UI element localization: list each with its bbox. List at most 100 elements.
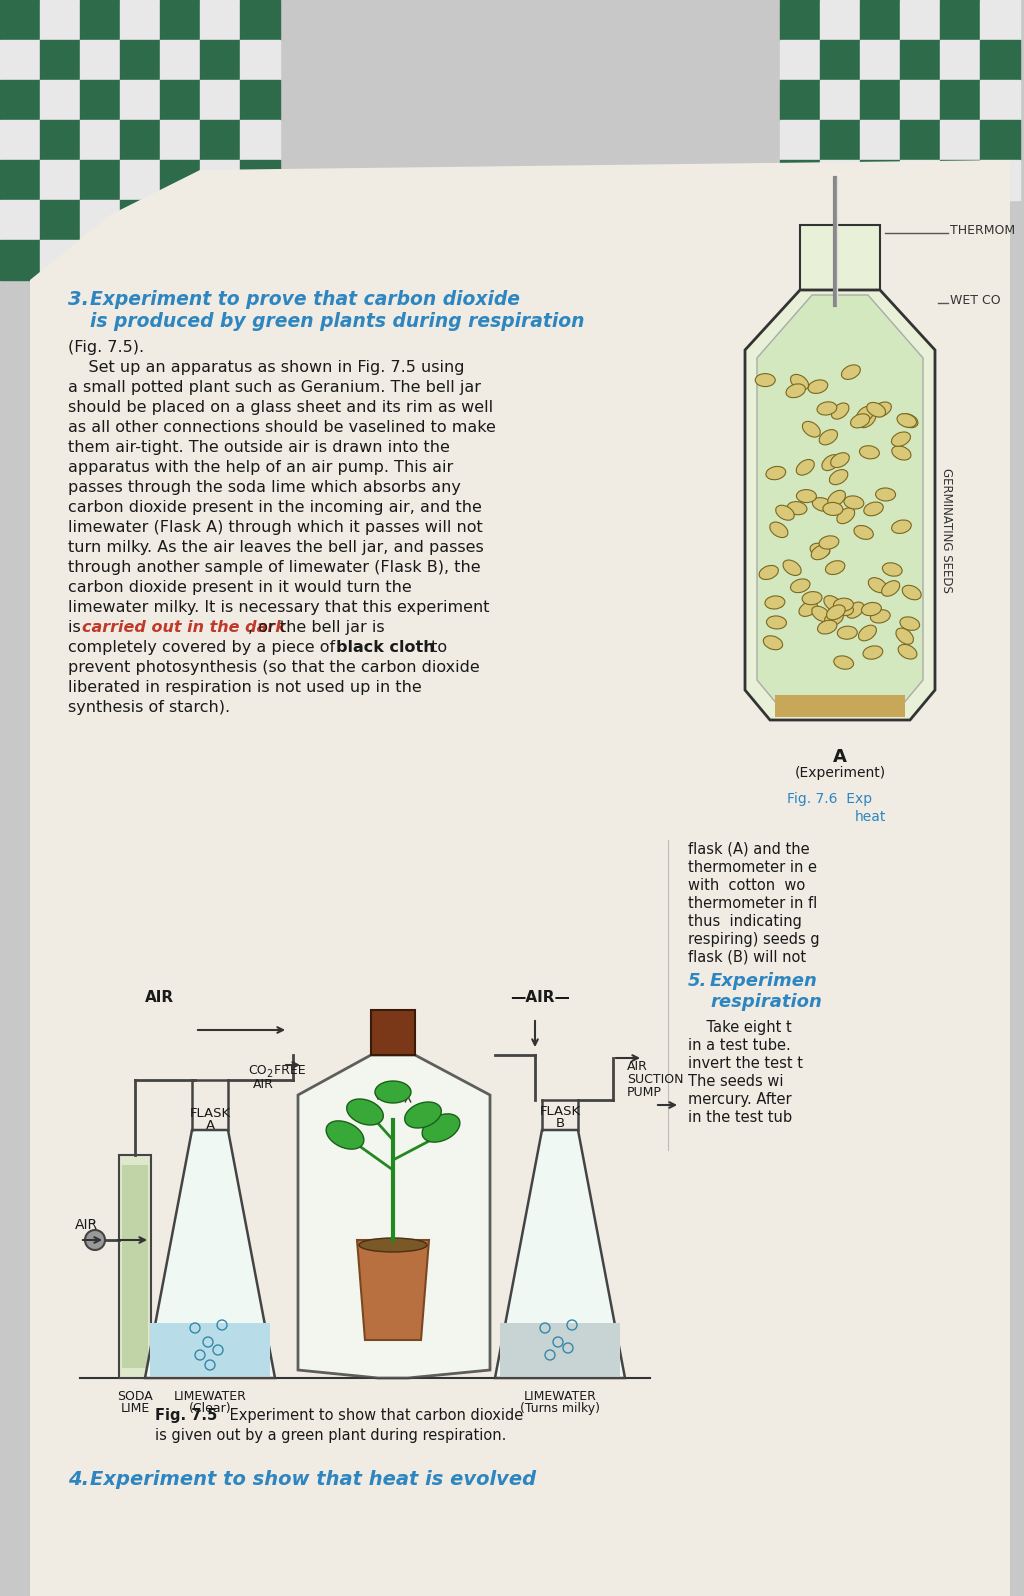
Ellipse shape: [817, 621, 837, 634]
Bar: [0, 239, 40, 279]
Ellipse shape: [834, 598, 853, 611]
Text: A: A: [834, 749, 847, 766]
Polygon shape: [495, 1130, 625, 1377]
Bar: [900, 120, 940, 160]
Polygon shape: [298, 1055, 490, 1377]
Ellipse shape: [786, 385, 806, 397]
Ellipse shape: [783, 560, 801, 576]
Text: as all other connections should be vaselined to make: as all other connections should be vasel…: [68, 420, 496, 436]
Bar: [160, 200, 200, 239]
Text: black cloth: black cloth: [336, 640, 435, 654]
Bar: [120, 40, 160, 80]
Bar: [40, 80, 80, 120]
Ellipse shape: [824, 595, 842, 611]
Text: PUMP: PUMP: [627, 1085, 662, 1100]
Ellipse shape: [326, 1120, 364, 1149]
Bar: [200, 0, 240, 40]
Text: FLASK: FLASK: [540, 1104, 581, 1119]
Text: (Clear): (Clear): [188, 1401, 231, 1416]
Ellipse shape: [802, 592, 822, 605]
Bar: [980, 160, 1020, 200]
Bar: [80, 239, 120, 279]
Ellipse shape: [892, 433, 910, 447]
Bar: [120, 120, 160, 160]
Ellipse shape: [858, 412, 876, 428]
Text: CO: CO: [248, 1063, 266, 1076]
Ellipse shape: [776, 506, 795, 520]
Text: LIME: LIME: [121, 1401, 150, 1416]
Ellipse shape: [842, 365, 860, 380]
Text: respiration: respiration: [710, 993, 822, 1010]
Bar: [160, 80, 200, 120]
Ellipse shape: [859, 445, 880, 460]
Text: through another sample of limewater (Flask B), the: through another sample of limewater (Fla…: [68, 560, 480, 575]
Ellipse shape: [856, 405, 874, 423]
Ellipse shape: [822, 455, 840, 471]
Text: AIR: AIR: [627, 1060, 648, 1073]
Ellipse shape: [375, 1080, 411, 1103]
Text: FLASK: FLASK: [189, 1108, 230, 1120]
Text: flask (B) will not: flask (B) will not: [688, 950, 806, 966]
Bar: [900, 160, 940, 200]
Ellipse shape: [827, 490, 846, 506]
Text: limewater milky. It is necessary that this experiment: limewater milky. It is necessary that th…: [68, 600, 489, 614]
Ellipse shape: [422, 1114, 460, 1143]
Ellipse shape: [864, 503, 884, 516]
Ellipse shape: [812, 498, 831, 511]
Ellipse shape: [834, 656, 854, 669]
Text: 3.: 3.: [68, 290, 89, 310]
Ellipse shape: [854, 525, 873, 539]
Ellipse shape: [837, 508, 855, 523]
Text: (Turns milky): (Turns milky): [520, 1401, 600, 1416]
Text: Experimen: Experimen: [710, 972, 818, 990]
Ellipse shape: [830, 453, 849, 468]
Ellipse shape: [844, 496, 864, 509]
Ellipse shape: [896, 629, 913, 645]
Text: Experiment to show that heat is evolved: Experiment to show that heat is evolved: [90, 1470, 537, 1489]
Text: in a test tube.: in a test tube.: [688, 1037, 791, 1053]
Text: should be placed on a glass sheet and its rim as well: should be placed on a glass sheet and it…: [68, 401, 494, 415]
Bar: [120, 0, 160, 40]
Ellipse shape: [819, 429, 838, 445]
Bar: [200, 200, 240, 239]
Bar: [240, 160, 280, 200]
Ellipse shape: [861, 602, 882, 616]
Ellipse shape: [866, 402, 886, 417]
Ellipse shape: [838, 626, 857, 640]
Bar: [371, 1010, 415, 1055]
Text: FREE: FREE: [270, 1063, 305, 1076]
Polygon shape: [500, 1323, 620, 1376]
Ellipse shape: [825, 560, 845, 575]
Ellipse shape: [810, 543, 829, 557]
Ellipse shape: [766, 466, 785, 480]
Text: SODA: SODA: [117, 1390, 153, 1403]
Bar: [120, 160, 160, 200]
Text: AIR: AIR: [253, 1077, 273, 1090]
Bar: [940, 80, 980, 120]
Bar: [160, 239, 200, 279]
Bar: [160, 40, 200, 80]
Text: passes through the soda lime which absorbs any: passes through the soda lime which absor…: [68, 480, 461, 495]
Ellipse shape: [892, 445, 911, 460]
Ellipse shape: [824, 611, 844, 626]
Ellipse shape: [876, 488, 896, 501]
Text: synthesis of starch).: synthesis of starch).: [68, 701, 230, 715]
Bar: [940, 120, 980, 160]
Bar: [980, 80, 1020, 120]
Bar: [940, 160, 980, 200]
Bar: [40, 160, 80, 200]
Bar: [200, 160, 240, 200]
Text: thus  indicating: thus indicating: [688, 915, 802, 929]
Bar: [820, 80, 860, 120]
Bar: [40, 0, 80, 40]
Text: Set up an apparatus as shown in Fig. 7.5 using: Set up an apparatus as shown in Fig. 7.5…: [68, 361, 465, 375]
Text: thermometer in fl: thermometer in fl: [688, 895, 817, 911]
Text: THERMOM: THERMOM: [950, 223, 1015, 236]
Bar: [40, 200, 80, 239]
Ellipse shape: [347, 1100, 383, 1125]
Bar: [240, 40, 280, 80]
Bar: [40, 120, 80, 160]
Text: limewater (Flask A) through which it passes will not: limewater (Flask A) through which it pas…: [68, 520, 482, 535]
Text: AIR: AIR: [75, 1218, 98, 1232]
Text: B: B: [555, 1117, 564, 1130]
